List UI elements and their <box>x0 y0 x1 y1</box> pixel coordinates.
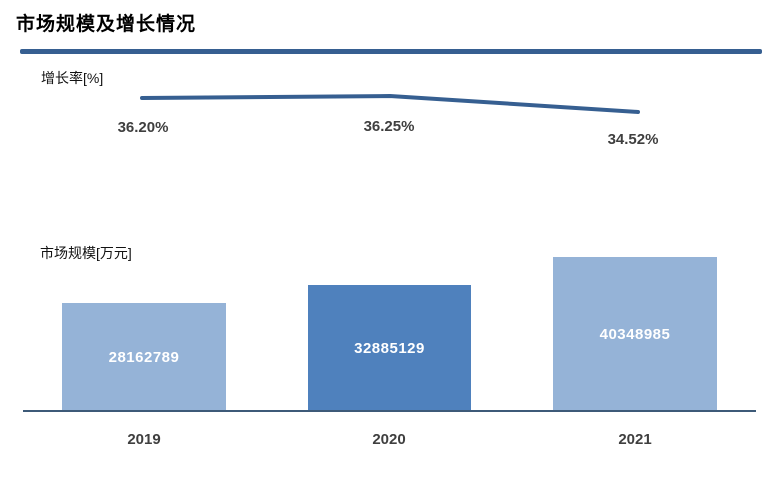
growth-point-label-2019: 36.20% <box>117 119 169 136</box>
bar-2019: 28162789 <box>62 303 226 411</box>
bar-value-label-2020: 32885129 <box>354 339 425 357</box>
growth-rate-series-label: 增长率[%] <box>41 70 104 86</box>
bar-value-label-2021: 40348985 <box>599 325 671 343</box>
x-axis-tick-2021: 2021 <box>618 431 652 448</box>
x-axis-tick-2019: 2019 <box>127 431 161 448</box>
growth-line-path <box>140 94 640 114</box>
growth-point-label-2021: 34.52% <box>607 131 659 148</box>
bar-value-label-2019: 28162789 <box>108 348 180 366</box>
title-divider-rule <box>20 49 762 54</box>
x-axis-line <box>23 410 756 412</box>
market-size-series-label: 市场规模[万元] <box>40 245 132 261</box>
x-axis-tick-2020: 2020 <box>372 431 406 448</box>
page-title: 市场规模及增长情况 <box>16 14 197 35</box>
bar-2020: 32885129 <box>308 285 471 411</box>
bar-2021: 40348985 <box>553 257 717 411</box>
growth-point-label-2020: 36.25% <box>363 118 415 135</box>
